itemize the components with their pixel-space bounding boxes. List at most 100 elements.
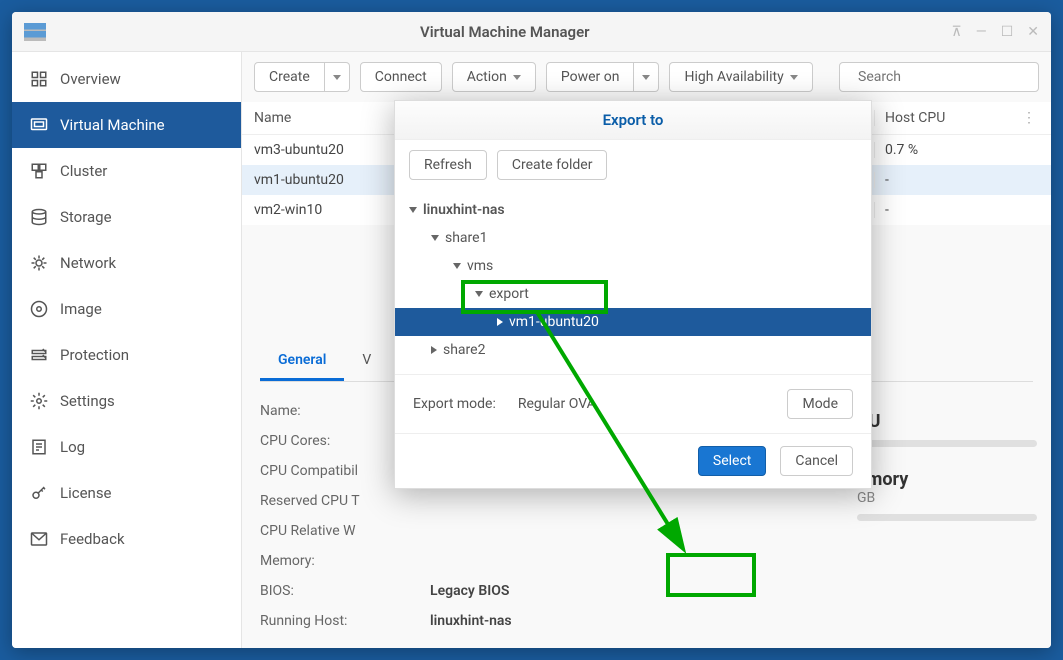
tree-node[interactable]: vms — [395, 252, 871, 280]
settings-icon — [30, 392, 48, 410]
sidebar-label: Protection — [60, 346, 129, 364]
cpu-title: PU — [857, 411, 1037, 432]
cluster-icon — [30, 162, 48, 180]
chevron-down-icon — [333, 75, 341, 80]
ha-button[interactable]: High Availability — [669, 62, 812, 92]
sidebar-label: Network — [60, 254, 116, 272]
sidebar-label: Settings — [60, 392, 115, 410]
mode-button[interactable]: Mode — [787, 389, 853, 419]
chevron-down-icon — [475, 291, 483, 297]
tree-node-label: vms — [467, 258, 493, 274]
tab-other[interactable]: V — [344, 342, 389, 381]
detail-row: BIOS:Legacy BIOS — [260, 576, 1033, 606]
cell-cpu: - — [874, 202, 1039, 218]
connect-button[interactable]: Connect — [360, 62, 442, 92]
detail-label: Reserved CPU T — [260, 493, 430, 509]
sidebar-item-cluster[interactable]: Cluster — [12, 148, 241, 194]
detail-label: BIOS: — [260, 583, 430, 599]
modal-toolbar: Refresh Create folder — [395, 140, 871, 190]
feedback-icon — [30, 530, 48, 548]
modal-title: Export to — [395, 101, 871, 140]
log-icon — [30, 438, 48, 456]
export-mode-value: Regular OVA — [518, 396, 596, 412]
cpu-stat: PU — [857, 407, 1037, 451]
sidebar-item-overview[interactable]: Overview — [12, 56, 241, 102]
refresh-button[interactable]: Refresh — [409, 150, 487, 180]
close-icon[interactable]: ✕ — [1027, 24, 1039, 40]
search-input[interactable] — [858, 69, 1036, 85]
sidebar-item-license[interactable]: License — [12, 470, 241, 516]
sidebar-label: Virtual Machine — [60, 116, 165, 134]
memory-stat: emory GB — [857, 465, 1037, 525]
create-button[interactable]: Create — [254, 62, 325, 92]
tree-node-label: share1 — [445, 230, 487, 246]
chevron-down-icon — [453, 263, 461, 269]
overview-icon — [30, 70, 48, 88]
sidebar-item-storage[interactable]: Storage — [12, 194, 241, 240]
sidebar-label: Feedback — [60, 530, 125, 548]
license-icon — [30, 484, 48, 502]
search-box[interactable] — [839, 62, 1039, 92]
create-dropdown[interactable] — [325, 62, 350, 92]
export-mode-row: Export mode: Regular OVA — [413, 396, 773, 412]
detail-value: Legacy BIOS — [430, 583, 509, 599]
modal-actions: Select Cancel — [395, 433, 871, 488]
action-label: Action — [467, 69, 507, 85]
pin-icon[interactable]: ⊼ — [952, 24, 962, 40]
detail-row: Running Host:linuxhint-nas — [260, 606, 1033, 636]
cancel-button[interactable]: Cancel — [780, 446, 853, 476]
sidebar-label: Cluster — [60, 162, 107, 180]
chevron-right-icon — [497, 318, 503, 326]
image-icon — [30, 300, 48, 318]
modal-footer: Export mode: Regular OVA Mode — [395, 374, 871, 433]
sidebar-item-image[interactable]: Image — [12, 286, 241, 332]
sidebar-item-protection[interactable]: Protection — [12, 332, 241, 378]
tree-node-label: vm1-ubuntu20 — [509, 314, 599, 330]
col-menu-icon[interactable]: ⋮ — [1019, 110, 1039, 126]
protection-icon — [30, 346, 48, 364]
sidebar: Overview Virtual Machine Cluster Storage… — [12, 52, 242, 648]
toolbar: Create Connect Action Power on High Avai… — [242, 52, 1051, 102]
detail-label: CPU Relative W — [260, 523, 430, 539]
tree-node-label: share2 — [443, 342, 485, 358]
poweron-button-group: Power on — [546, 62, 660, 92]
window-controls: ⊼ — ☐ ✕ — [952, 24, 1039, 40]
tree-node[interactable]: export — [395, 280, 871, 308]
chevron-down-icon — [409, 207, 417, 213]
detail-row: Memory: — [260, 546, 1033, 576]
sidebar-label: Image — [60, 300, 102, 318]
sidebar-item-settings[interactable]: Settings — [12, 378, 241, 424]
vm-icon — [30, 116, 48, 134]
tab-general[interactable]: General — [260, 342, 344, 381]
cell-cpu: 0.7 % — [874, 142, 1039, 158]
detail-value: linuxhint-nas — [430, 613, 512, 629]
sidebar-label: Storage — [60, 208, 112, 226]
tree-node[interactable]: vm1-ubuntu20 — [395, 308, 871, 336]
tree-node[interactable]: share2 — [395, 336, 871, 364]
tree-node[interactable]: linuxhint-nas — [395, 196, 871, 224]
maximize-icon[interactable]: ☐ — [1001, 24, 1014, 40]
export-mode-label: Export mode: — [413, 396, 496, 412]
sidebar-item-log[interactable]: Log — [12, 424, 241, 470]
stats-panel: PU emory GB — [857, 407, 1037, 525]
window-title: Virtual Machine Manager — [58, 23, 952, 41]
chevron-down-icon — [513, 75, 521, 80]
action-button[interactable]: Action — [452, 62, 536, 92]
sidebar-item-network[interactable]: Network — [12, 240, 241, 286]
app-window: Virtual Machine Manager ⊼ — ☐ ✕ Overview… — [12, 12, 1051, 648]
minimize-icon[interactable]: — — [976, 24, 987, 40]
chevron-right-icon — [431, 346, 437, 354]
cpu-bar — [857, 440, 1037, 447]
tree-node[interactable]: share1 — [395, 224, 871, 252]
poweron-dropdown[interactable] — [634, 62, 659, 92]
sidebar-item-vm[interactable]: Virtual Machine — [12, 102, 241, 148]
sidebar-item-feedback[interactable]: Feedback — [12, 516, 241, 562]
titlebar: Virtual Machine Manager ⊼ — ☐ ✕ — [12, 12, 1051, 52]
tree-node-label: export — [489, 286, 529, 302]
poweron-button[interactable]: Power on — [546, 62, 635, 92]
select-button[interactable]: Select — [698, 446, 766, 476]
memory-bar — [857, 514, 1037, 521]
create-folder-button[interactable]: Create folder — [497, 150, 608, 180]
folder-tree: linuxhint-nas share1 vms export vm1-ubuntu20… — [395, 190, 871, 374]
col-cpu-header[interactable]: Host CPU — [874, 110, 1019, 126]
